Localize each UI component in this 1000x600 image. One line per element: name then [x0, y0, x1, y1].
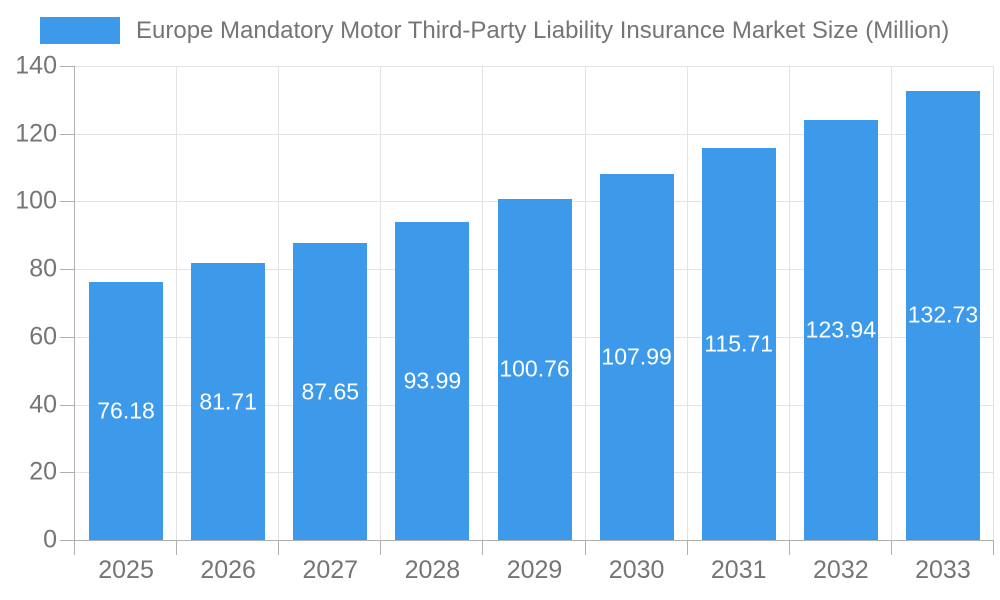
x-axis-tick	[74, 540, 75, 555]
y-axis-tick	[60, 201, 74, 203]
x-axis-tick	[278, 540, 280, 555]
y-tick-label: 100	[15, 186, 57, 215]
x-axis-tick	[890, 540, 892, 555]
x-tick-label: 2033	[915, 556, 971, 584]
x-tick-label: 2026	[200, 556, 256, 584]
bar-value-label: 76.18	[97, 397, 155, 424]
x-tick-label: 2032	[813, 556, 869, 584]
bar[interactable]	[599, 174, 674, 540]
x-axis-tick	[584, 540, 586, 555]
vertical-gridline	[890, 66, 892, 540]
legend[interactable]: Europe Mandatory Motor Third-Party Liabi…	[40, 17, 949, 44]
y-axis-tick	[60, 133, 74, 135]
y-tick-label: 0	[43, 525, 57, 554]
x-tick-label: 2031	[710, 556, 767, 584]
bar[interactable]	[395, 221, 470, 540]
x-tick-label: 2025	[98, 556, 154, 584]
y-axis-tick	[60, 540, 74, 541]
vertical-gridline	[176, 66, 178, 540]
x-tick-label: 2029	[506, 556, 563, 584]
y-tick-label: 80	[29, 254, 57, 283]
bar-value-label: 81.71	[199, 388, 257, 415]
bar-value-label: 87.65	[301, 378, 360, 405]
bar[interactable]	[497, 198, 572, 540]
bar-value-label: 93.99	[403, 367, 462, 394]
y-axis-tick	[60, 472, 74, 474]
x-axis-tick	[686, 540, 688, 555]
legend-label: Europe Mandatory Motor Third-Party Liabi…	[136, 17, 950, 44]
y-axis-tick	[60, 269, 74, 271]
x-tick-label: 2030	[608, 556, 665, 584]
y-tick-label: 20	[29, 457, 57, 486]
x-axis-tick	[176, 540, 178, 555]
x-axis-tick	[993, 540, 994, 555]
bar-value-label: 115.71	[704, 330, 774, 357]
bar-value-label: 100.76	[499, 355, 570, 382]
y-tick-label: 140	[15, 51, 57, 80]
y-tick-label: 60	[29, 322, 57, 351]
y-axis-tick	[60, 404, 74, 406]
horizontal-gridline	[75, 66, 994, 67]
bar-value-label: 123.94	[805, 316, 877, 343]
y-tick-label: 40	[29, 390, 57, 419]
vertical-gridline	[380, 66, 382, 540]
y-tick-label: 120	[15, 119, 57, 148]
x-tick-label: 2028	[404, 556, 461, 584]
bar-value-label: 132.73	[907, 301, 979, 328]
vertical-gridline	[788, 66, 790, 540]
bar[interactable]	[89, 282, 164, 540]
x-axis-tick	[482, 540, 484, 555]
y-axis-tick	[60, 66, 74, 67]
bar[interactable]	[191, 263, 266, 540]
vertical-gridline	[993, 66, 994, 540]
x-axis-tick	[380, 540, 382, 555]
vertical-gridline	[482, 66, 484, 540]
bar-value-label: 107.99	[601, 343, 672, 370]
vertical-gridline	[584, 66, 586, 540]
x-tick-label: 2027	[302, 556, 359, 584]
bar[interactable]	[803, 120, 878, 540]
bar[interactable]	[293, 243, 368, 540]
bar[interactable]	[701, 148, 776, 540]
x-axis-tick	[788, 540, 790, 555]
vertical-gridline	[686, 66, 688, 540]
bar[interactable]	[905, 90, 980, 540]
plot-area: 0 20 40 60 80 100 120 140 76.18 2025 81.71 2026 87.6…	[15, 52, 994, 584]
y-axis-tick	[60, 336, 74, 338]
legend-swatch	[40, 17, 120, 44]
horizontal-gridline	[75, 133, 994, 135]
vertical-gridline	[278, 66, 280, 540]
